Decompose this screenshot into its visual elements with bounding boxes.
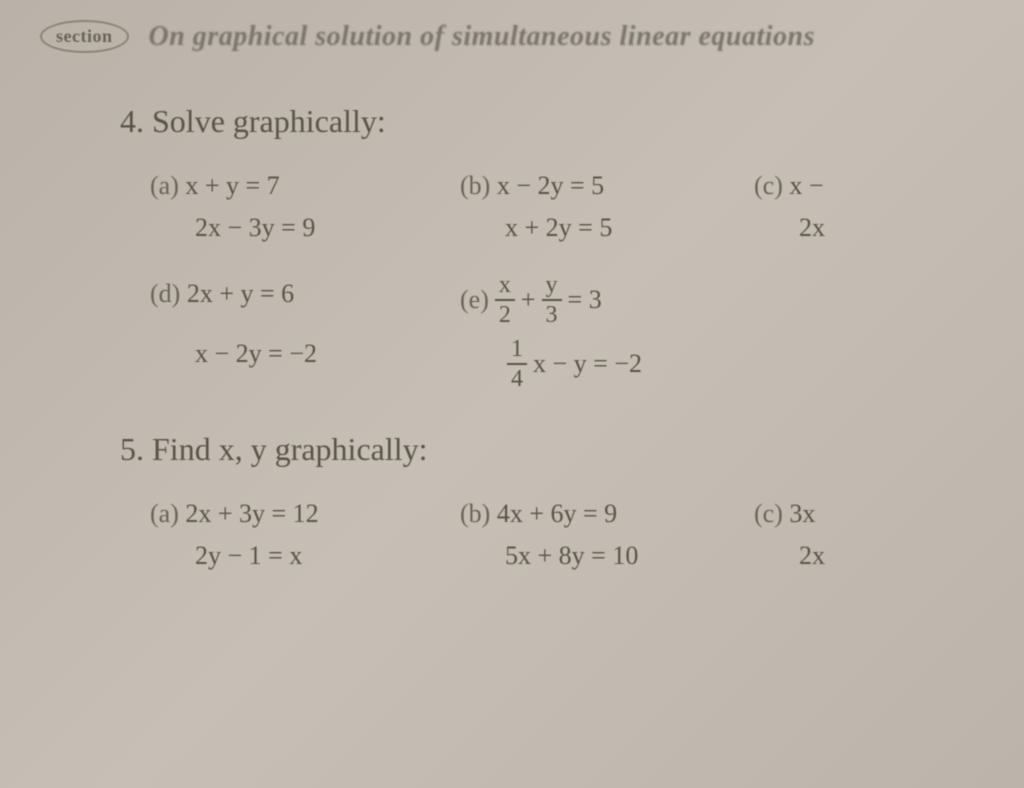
q4-title: 4. Solve graphically: — [120, 103, 984, 140]
q4-c-eq2: 2x — [754, 207, 974, 249]
q4-c-eq1: x − — [789, 171, 823, 200]
q4-a-eq2: 2x − 3y = 9 — [150, 207, 370, 249]
q5-option-b: (b) 4x + 6y = 9 5x + 8y = 10 — [460, 493, 680, 576]
question-5: 5. Find x, y graphically: (a) 2x + 3y = … — [40, 431, 984, 576]
section-badge: section — [40, 20, 129, 53]
q5-title: 5. Find x, y graphically: — [120, 431, 984, 468]
q4-e-f3-num: 1 — [507, 337, 527, 365]
q4-row1: (a) x + y = 7 2x − 3y = 9 (b) x − 2y = 5… — [120, 165, 984, 248]
header-row: section On graphical solution of simulta… — [40, 20, 984, 53]
q5-c-eq2: 2x — [754, 535, 974, 577]
q4-d-eq2: x − 2y = −2 — [150, 333, 370, 375]
q5-a-eq1: 2x + 3y = 12 — [185, 499, 318, 528]
q4-e-eq2: x − y = −2 — [533, 343, 642, 385]
q4-e-f2-num: y — [542, 273, 562, 301]
q4-e-frac1: x 2 — [495, 273, 515, 327]
q4-option-b: (b) x − 2y = 5 x + 2y = 5 — [460, 165, 680, 248]
q4-option-c: (c) x − 2x — [754, 165, 974, 248]
q5-row1: (a) 2x + 3y = 12 2y − 1 = x (b) 4x + 6y … — [120, 493, 984, 576]
q4-b-eq1: x − 2y = 5 — [497, 171, 604, 200]
q4-b-eq2: x + 2y = 5 — [460, 207, 680, 249]
q4-e-rhs1: = 3 — [568, 279, 602, 321]
q5-b-eq2: 5x + 8y = 10 — [460, 535, 680, 577]
q4-e-plus: + — [521, 279, 536, 321]
q5-a-eq2: 2y − 1 = x — [150, 535, 370, 577]
q4-b-label: (b) — [460, 171, 490, 200]
q4-d-eq1: 2x + y = 6 — [187, 279, 294, 308]
q4-c-label: (c) — [754, 171, 783, 200]
q4-e-f2-den: 3 — [542, 301, 562, 327]
q4-a-eq1: x + y = 7 — [185, 171, 279, 200]
q5-option-c: (c) 3x 2x — [754, 493, 974, 576]
q5-b-eq1: 4x + 6y = 9 — [497, 499, 617, 528]
header-text: On graphical solution of simultaneous li… — [149, 21, 816, 53]
q4-option-a: (a) x + y = 7 2x − 3y = 9 — [150, 165, 370, 248]
q4-a-label: (a) — [150, 171, 179, 200]
q4-row2: (d) 2x + y = 6 x − 2y = −2 (e) x 2 + y 3 — [120, 273, 984, 391]
q4-e-f1-num: x — [495, 273, 515, 301]
q5-a-label: (a) — [150, 499, 179, 528]
q5-option-a: (a) 2x + 3y = 12 2y − 1 = x — [150, 493, 370, 576]
q5-b-label: (b) — [460, 499, 490, 528]
q5-c-label: (c) — [754, 499, 783, 528]
q4-e-f1-den: 2 — [495, 301, 515, 327]
q5-c-eq1: 3x — [789, 499, 815, 528]
question-4: 4. Solve graphically: (a) x + y = 7 2x −… — [40, 103, 984, 391]
q4-e-f3-den: 4 — [507, 365, 527, 391]
q4-d-label: (d) — [150, 279, 180, 308]
q4-option-e: (e) x 2 + y 3 = 3 1 4 — [460, 273, 680, 391]
q4-option-d: (d) 2x + y = 6 x − 2y = −2 — [150, 273, 370, 391]
q4-e-frac2: y 3 — [542, 273, 562, 327]
q4-e-frac3: 1 4 — [507, 337, 527, 391]
q4-e-label: (e) — [460, 279, 489, 321]
